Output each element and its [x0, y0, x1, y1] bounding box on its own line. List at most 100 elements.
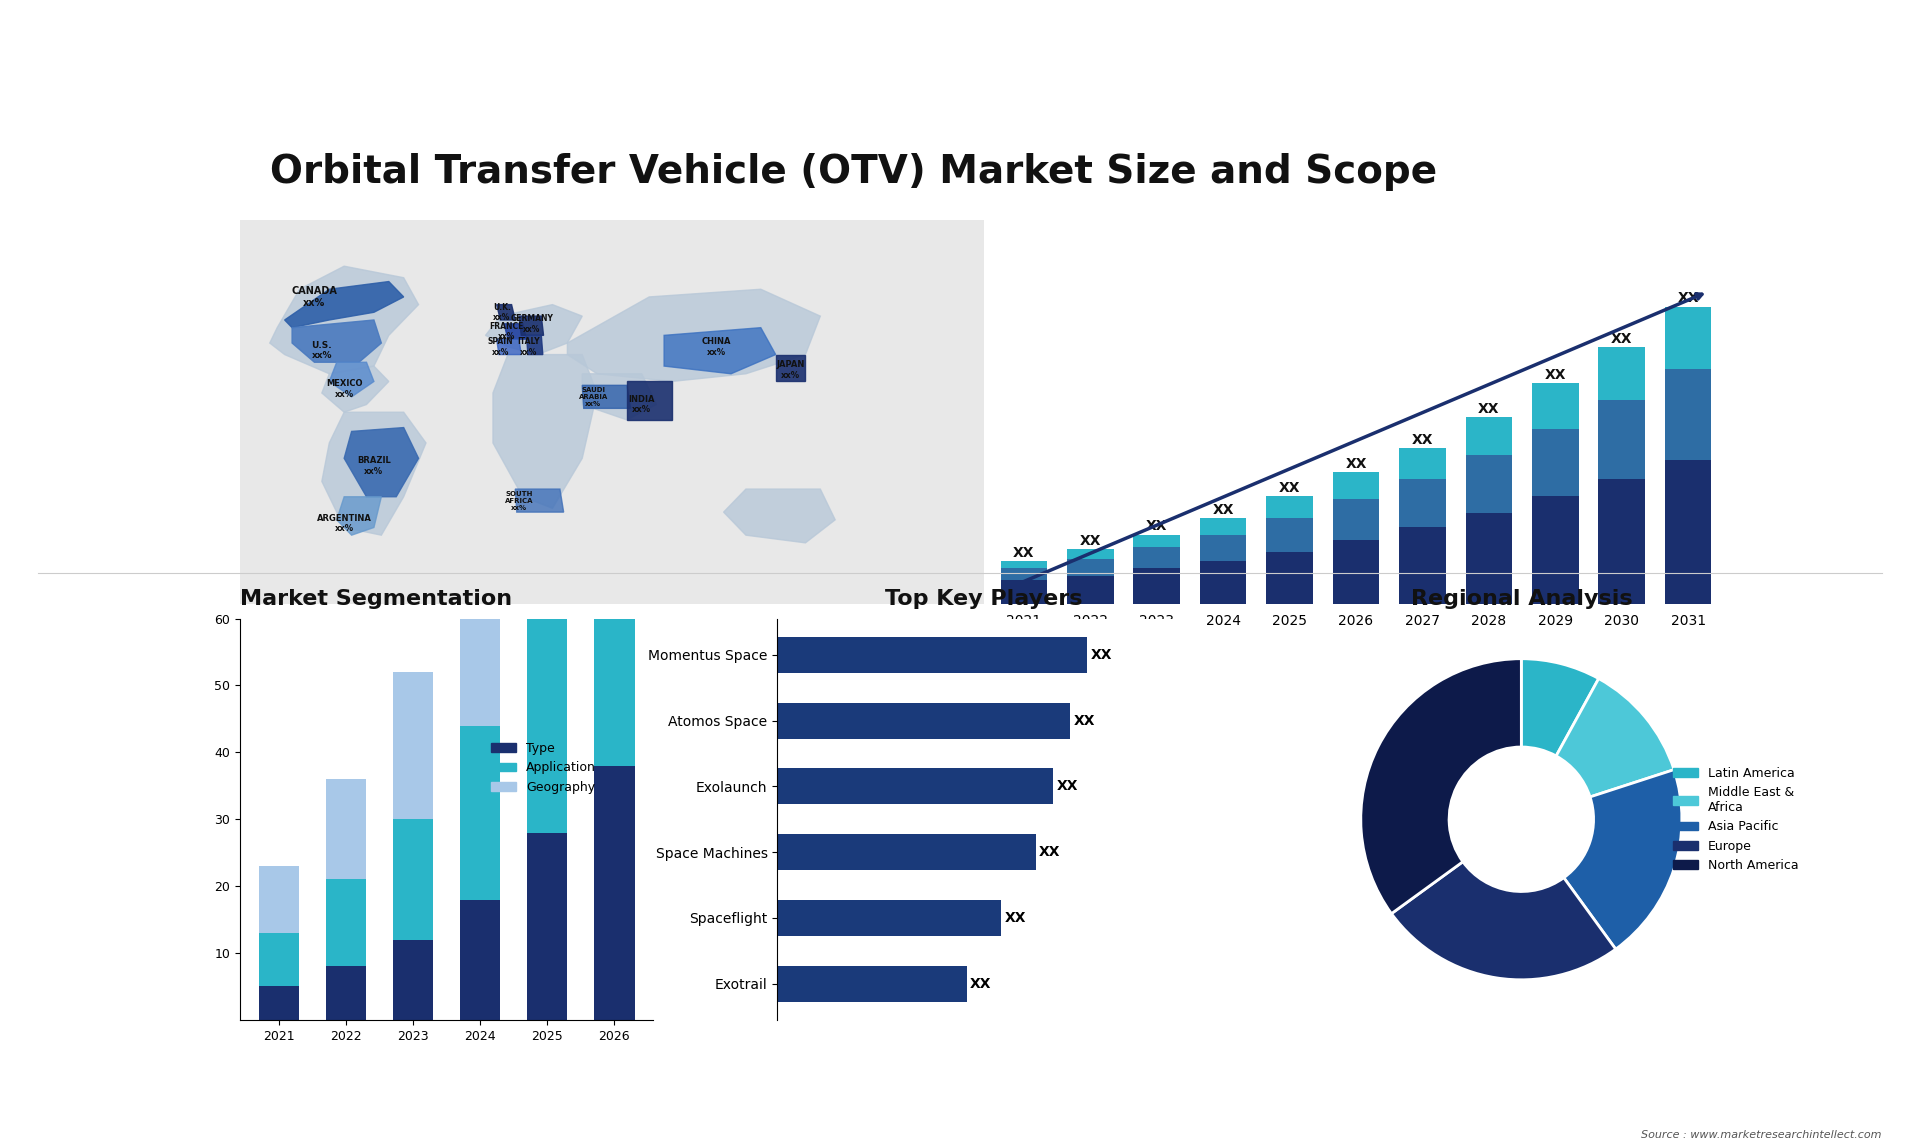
Bar — [1665, 369, 1711, 461]
Bar — [394, 819, 434, 940]
Bar — [1665, 461, 1711, 604]
Bar — [1267, 496, 1313, 518]
Text: SOUTH
AFRICA
xx%: SOUTH AFRICA xx% — [505, 490, 534, 511]
Bar — [259, 866, 300, 933]
Bar — [259, 987, 300, 1020]
Text: FRANCE
xx%: FRANCE xx% — [490, 322, 524, 342]
Text: CHINA
xx%: CHINA xx% — [701, 337, 732, 356]
Text: XX: XX — [1146, 519, 1167, 534]
Text: INDIA
xx%: INDIA xx% — [628, 395, 655, 414]
Wedge shape — [1521, 659, 1599, 756]
Bar — [595, 766, 634, 1020]
Text: ITALY
xx%: ITALY xx% — [516, 337, 540, 356]
Text: XX: XX — [1212, 503, 1235, 517]
Legend: Latin America, Middle East &
Africa, Asia Pacific, Europe, North America: Latin America, Middle East & Africa, Asi… — [1668, 762, 1803, 877]
Text: XX: XX — [1014, 545, 1035, 560]
Bar — [1599, 400, 1645, 479]
Bar — [1400, 479, 1446, 527]
Text: XX: XX — [1678, 291, 1699, 305]
Text: CANADA
xx%: CANADA xx% — [292, 286, 338, 308]
Polygon shape — [582, 385, 630, 408]
Text: XX: XX — [1611, 332, 1632, 346]
Title: Top Key Players: Top Key Players — [885, 589, 1083, 609]
Text: XX: XX — [1478, 402, 1500, 416]
Polygon shape — [284, 282, 403, 328]
Bar — [1332, 540, 1379, 604]
Text: XX: XX — [1073, 714, 1094, 728]
Bar — [595, 63, 634, 445]
Text: MEXICO
xx%: MEXICO xx% — [326, 379, 363, 399]
Polygon shape — [497, 339, 520, 354]
Bar — [1068, 549, 1114, 559]
Polygon shape — [566, 289, 820, 382]
Text: XX: XX — [1079, 534, 1100, 548]
Bar — [1332, 472, 1379, 499]
Text: XX: XX — [1056, 779, 1077, 793]
Polygon shape — [292, 320, 382, 362]
Text: XX: XX — [1346, 457, 1367, 471]
Bar — [1000, 562, 1046, 568]
Polygon shape — [344, 427, 419, 496]
Bar — [1532, 429, 1578, 496]
Bar — [1000, 580, 1046, 604]
Bar — [1133, 535, 1181, 547]
Bar — [1532, 384, 1578, 429]
Wedge shape — [1555, 678, 1674, 796]
Bar — [1465, 513, 1513, 604]
Text: GERMANY
xx%: GERMANY xx% — [511, 314, 553, 333]
Bar — [778, 702, 1069, 739]
Bar — [778, 966, 968, 1002]
Polygon shape — [526, 336, 543, 354]
Bar — [1599, 347, 1645, 400]
Bar — [528, 833, 568, 1020]
Text: JAPAN
xx%: JAPAN xx% — [776, 360, 804, 379]
Title: Regional Analysis: Regional Analysis — [1411, 589, 1632, 609]
Bar — [394, 940, 434, 1020]
Bar — [778, 834, 1035, 870]
Bar — [1068, 575, 1114, 604]
Bar — [1200, 562, 1246, 604]
Text: Orbital Transfer Vehicle (OTV) Market Size and Scope: Orbital Transfer Vehicle (OTV) Market Si… — [269, 152, 1436, 190]
Bar — [778, 637, 1087, 673]
Polygon shape — [582, 374, 657, 419]
Bar — [1000, 568, 1046, 580]
Bar — [326, 879, 367, 966]
Bar — [1133, 568, 1181, 604]
Bar — [1267, 551, 1313, 604]
Text: BRAZIL
xx%: BRAZIL xx% — [357, 456, 392, 476]
Bar — [1332, 499, 1379, 540]
Bar — [1665, 306, 1711, 369]
Text: XX: XX — [1039, 845, 1060, 860]
Polygon shape — [336, 496, 382, 535]
Text: Market Segmentation: Market Segmentation — [240, 589, 513, 609]
Polygon shape — [330, 362, 374, 397]
Text: XX: XX — [1411, 433, 1432, 447]
Bar — [1465, 417, 1513, 455]
Bar — [461, 725, 501, 900]
Polygon shape — [323, 366, 388, 413]
Polygon shape — [664, 328, 776, 374]
Text: Source : www.marketresearchintellect.com: Source : www.marketresearchintellect.com — [1642, 1130, 1882, 1140]
Bar — [778, 900, 1000, 936]
Bar — [1400, 448, 1446, 479]
Text: SAUDI
ARABIA
xx%: SAUDI ARABIA xx% — [578, 387, 609, 407]
Polygon shape — [515, 489, 564, 512]
Text: XX: XX — [970, 976, 993, 990]
Bar — [1465, 455, 1513, 513]
Polygon shape — [497, 305, 515, 320]
Polygon shape — [493, 354, 597, 509]
Bar — [1599, 479, 1645, 604]
Polygon shape — [518, 316, 543, 336]
Bar — [1267, 518, 1313, 551]
Legend: Type, Application, Geography: Type, Application, Geography — [486, 737, 601, 799]
Text: U.S.
xx%: U.S. xx% — [311, 342, 332, 361]
Bar — [1400, 527, 1446, 604]
Wedge shape — [1392, 862, 1617, 980]
Bar — [528, 579, 568, 833]
Text: XX: XX — [1091, 647, 1112, 662]
Circle shape — [1450, 747, 1594, 892]
Text: SPAIN
xx%: SPAIN xx% — [488, 337, 513, 356]
Wedge shape — [1563, 770, 1682, 949]
Polygon shape — [505, 324, 526, 339]
Text: XX: XX — [1004, 911, 1025, 925]
